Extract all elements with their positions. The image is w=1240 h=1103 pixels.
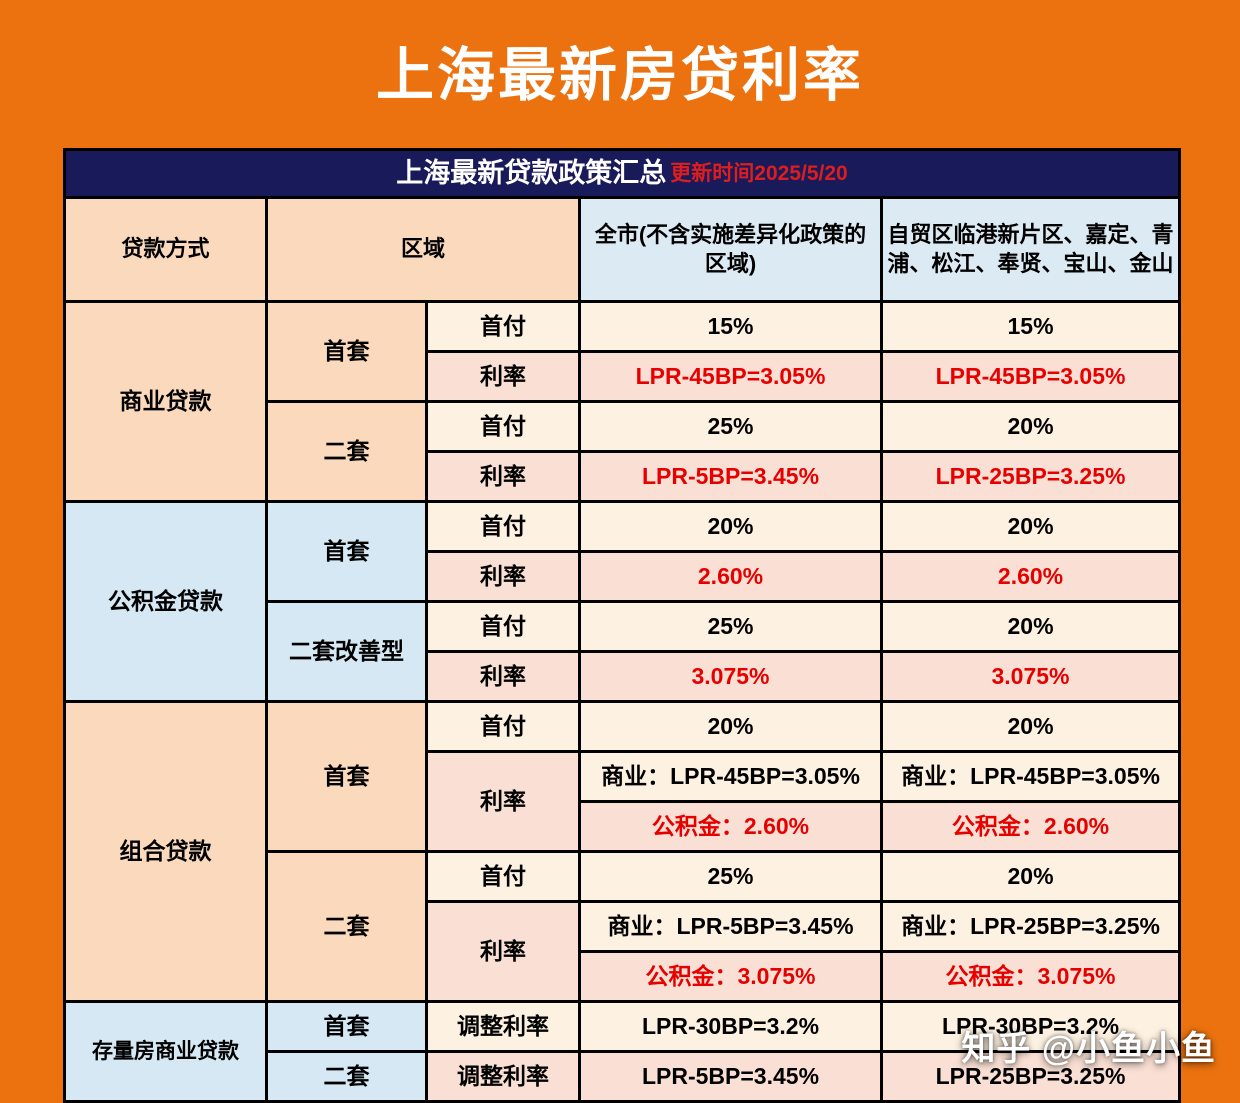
fund-second-dp-label: 首付 (425, 600, 581, 653)
combo-first-rate-fund-city: 公积金：2.60% (578, 800, 883, 853)
row-existing-first: 存量房商业贷款 首套 调整利率 LPR-30BP=3.2% LPR-30BP=3… (63, 1000, 1182, 1103)
combo-first-rate-comm-ftz: 商业：LPR-45BP=3.05% (879, 750, 1182, 803)
row-combo-second-rate-commercial: 利率 商业：LPR-5BP=3.45% 商业：LPR-25BP=3.25% (65, 900, 1182, 1003)
col-ftz: 自贸区临港新片区、嘉定、青浦、松江、奉贤、宝山、金山 (879, 196, 1182, 303)
fund-second-dp-ftz: 20% (879, 600, 1182, 653)
combo-first-rate-comm-city: 商业：LPR-45BP=3.05% (578, 750, 883, 803)
row-fund-first-dp: 公积金贷款 首套 首付 20% 20% (63, 500, 1182, 703)
commercial-first-rate-city: LPR-45BP=3.05% (578, 350, 883, 403)
combo-second-dp-ftz: 20% (879, 850, 1182, 903)
commercial-first-label: 首套 (265, 300, 428, 403)
commercial-second-dp-city: 25% (578, 400, 883, 453)
row-fund-first-rate: 利率 2.60% 2.60% (65, 550, 1182, 603)
section-existing: 存量房商业贷款 (63, 1000, 268, 1103)
section-commercial: 商业贷款 (63, 300, 268, 503)
fund-first-rate-label: 利率 (425, 550, 581, 603)
combo-first-label: 首套 (265, 700, 428, 853)
combo-first-dp-label: 首付 (425, 700, 581, 753)
commercial-second-dp-ftz: 20% (879, 400, 1182, 453)
existing-second-label: 二套 (265, 1050, 428, 1103)
combo-second-rate-comm-ftz: 商业：LPR-25BP=3.25% (879, 900, 1182, 953)
fund-second-rate-city: 3.075% (578, 650, 883, 703)
fund-first-label: 首套 (265, 500, 428, 603)
combo-second-rate-fund-ftz: 公积金：3.075% (879, 950, 1182, 1003)
watermark: 知乎 @小鱼小鱼 (961, 1030, 1216, 1068)
combo-first-rate-label: 利率 (425, 750, 581, 853)
row-commercial-second-dp: 二套 首付 25% 20% (65, 400, 1182, 503)
existing-first-label: 首套 (265, 1000, 428, 1053)
fund-first-rate-city: 2.60% (578, 550, 883, 603)
existing-second-rate-ftz: LPR-25BP=3.25% (879, 1050, 1182, 1103)
row-commercial-first-rate: 利率 LPR-45BP=3.05% LPR-45BP=3.05% (65, 350, 1182, 403)
update-time: 更新时间2025/5/20 (670, 161, 848, 185)
table-title-row: 上海最新贷款政策汇总 更新时间2025/5/20 (62, 148, 1182, 199)
combo-second-rate-fund-city: 公积金：3.075% (578, 950, 883, 1003)
existing-first-rate-ftz: LPR-30BP=3.2% (879, 1000, 1182, 1053)
fund-first-dp-ftz: 20% (879, 500, 1182, 553)
table-title-cell: 上海最新贷款政策汇总 更新时间2025/5/20 (62, 148, 1182, 199)
commercial-second-rate-label: 利率 (425, 450, 581, 503)
row-combo-first-rate-fund: 公积金：2.60% 公积金：2.60% (65, 800, 1182, 853)
fund-first-dp-label: 首付 (425, 500, 581, 553)
existing-second-rate-city: LPR-5BP=3.45% (578, 1050, 883, 1103)
commercial-first-rate-ftz: LPR-45BP=3.05% (879, 350, 1182, 403)
commercial-first-dp-city: 15% (578, 300, 883, 353)
fund-second-label: 二套改善型 (265, 600, 428, 703)
commercial-second-rate-ftz: LPR-25BP=3.25% (879, 450, 1182, 503)
col-citywide: 全市(不含实施差异化政策的区域) (578, 196, 883, 303)
combo-second-rate-label: 利率 (425, 900, 581, 1003)
combo-first-dp-city: 20% (578, 700, 883, 753)
combo-second-rate-comm-city: 商业：LPR-5BP=3.45% (578, 900, 883, 953)
table-title: 上海最新贷款政策汇总 (396, 157, 667, 188)
col-loan-type: 贷款方式 (63, 196, 268, 303)
combo-second-dp-label: 首付 (425, 850, 581, 903)
col-region: 区域 (265, 196, 581, 303)
row-fund-second-rate: 利率 3.075% 3.075% (65, 650, 1182, 703)
column-header-row: 贷款方式 区域 全市(不含实施差异化政策的区域) 自贸区临港新片区、嘉定、青浦、… (63, 196, 1182, 303)
row-commercial-first-dp: 商业贷款 首套 首付 15% 15% (63, 300, 1182, 503)
policy-table: 上海最新贷款政策汇总 更新时间2025/5/20 贷款方式 区域 全市(不含实施… (62, 148, 1182, 1103)
fund-first-dp-city: 20% (578, 500, 883, 553)
row-combo-second-dp: 二套 首付 25% 20% (65, 850, 1182, 1003)
combo-second-label: 二套 (265, 850, 428, 1003)
row-combo-first-rate-commercial: 利率 商业：LPR-45BP=3.05% 商业：LPR-45BP=3.05% (65, 750, 1182, 853)
row-combo-first-dp: 组合贷款 首套 首付 20% 20% (63, 700, 1182, 1003)
row-existing-second: 二套 调整利率 LPR-5BP=3.45% LPR-25BP=3.25% (65, 1050, 1182, 1103)
commercial-second-rate-city: LPR-5BP=3.45% (578, 450, 883, 503)
existing-second-rate-label: 调整利率 (425, 1050, 581, 1103)
fund-second-rate-ftz: 3.075% (879, 650, 1182, 703)
row-combo-second-rate-fund: 公积金：3.075% 公积金：3.075% (65, 950, 1182, 1003)
commercial-second-dp-label: 首付 (425, 400, 581, 453)
row-commercial-second-rate: 利率 LPR-5BP=3.45% LPR-25BP=3.25% (65, 450, 1182, 503)
page-title: 上海最新房贷利率 (375, 43, 864, 108)
row-fund-second-dp: 二套改善型 首付 25% 20% (65, 600, 1182, 703)
commercial-first-dp-ftz: 15% (879, 300, 1182, 353)
commercial-first-dp-label: 首付 (425, 300, 581, 353)
combo-first-dp-ftz: 20% (879, 700, 1182, 753)
combo-second-dp-city: 25% (578, 850, 883, 903)
section-fund: 公积金贷款 (63, 500, 268, 703)
fund-second-rate-label: 利率 (425, 650, 581, 703)
fund-first-rate-ftz: 2.60% (879, 550, 1182, 603)
section-combo: 组合贷款 (63, 700, 268, 1003)
existing-first-rate-city: LPR-30BP=3.2% (578, 1000, 883, 1053)
commercial-second-label: 二套 (265, 400, 428, 503)
commercial-first-rate-label: 利率 (425, 350, 581, 403)
existing-first-rate-label: 调整利率 (425, 1000, 581, 1053)
combo-first-rate-fund-ftz: 公积金：2.60% (879, 800, 1182, 853)
fund-second-dp-city: 25% (578, 600, 883, 653)
